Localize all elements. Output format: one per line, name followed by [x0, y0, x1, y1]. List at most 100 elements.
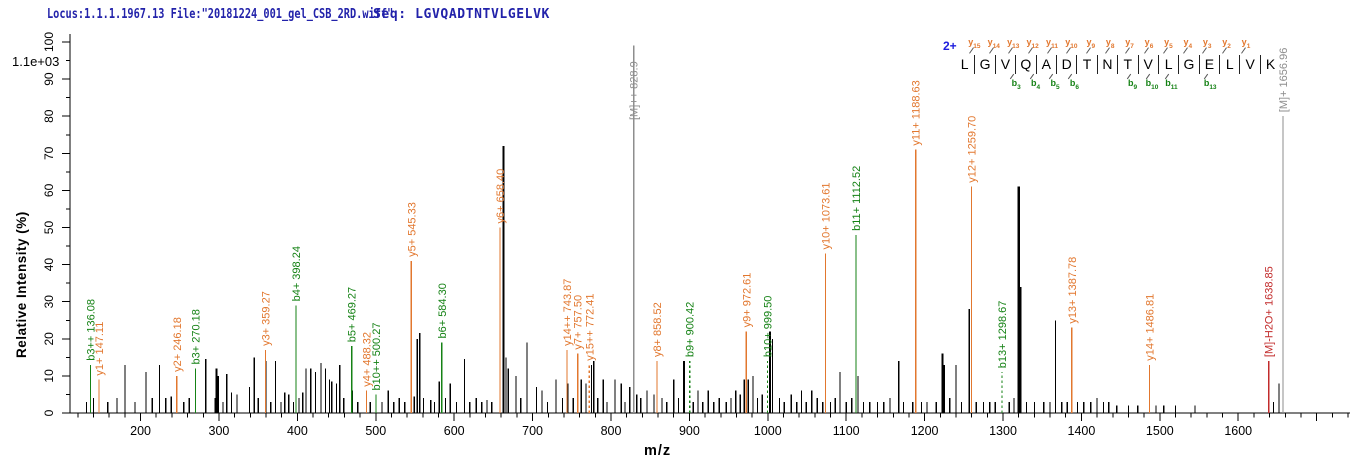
x-tick-label: 500 — [365, 424, 386, 438]
x-tick-label: 1100 — [833, 424, 860, 438]
y-ion-marker-y11: y11 — [1046, 37, 1058, 50]
ion-label-y11+: y11+ 1188.63 — [911, 80, 923, 145]
ion-label-y2+: y2+ 246.18 — [172, 317, 184, 372]
b-ion-marker-b5: b5 — [1050, 78, 1060, 91]
y-ion-marker-y6: y6 — [1144, 37, 1154, 50]
ion-label-y14+: y14+ 1486.81 — [1144, 294, 1156, 361]
b-ion-marker-b4: b4 — [1031, 78, 1041, 91]
y-ion-marker-y4: y4 — [1183, 37, 1193, 50]
ion-label-[M]+: [M]+ 1656.96 — [1278, 48, 1290, 113]
ion-label-b11+: b11+ 1112.52 — [851, 166, 863, 231]
y-tick-label: 70 — [42, 146, 56, 160]
b-ion-marker-b13: b13 — [1203, 78, 1217, 91]
ion-label-b3+: b3+ 270.18 — [191, 309, 203, 364]
x-axis-title: m/z — [644, 443, 672, 459]
x-tick-label: 1400 — [1068, 424, 1096, 438]
residue-G: G — [974, 55, 994, 74]
y-ion-marker-y7: y7 — [1125, 37, 1134, 50]
x-tick-label: 1600 — [1224, 424, 1252, 438]
y-tick-label: 60 — [42, 183, 56, 197]
ion-label-y4+: y4+ 488.32 — [362, 332, 374, 387]
x-tick-label: 700 — [522, 424, 543, 438]
ion-label-b10++: b10++ 500.27 — [371, 323, 383, 391]
x-tick-label: 800 — [601, 424, 622, 438]
residue-N: N — [1096, 55, 1117, 74]
x-tick-label: 1200 — [911, 424, 939, 438]
residue-E: E — [1198, 55, 1219, 74]
ion-label-[M]-H2O+: [M]-H2O+ 1638.85 — [1264, 266, 1276, 357]
y-tick-label: 0 — [42, 409, 56, 416]
x-tick-label: 600 — [444, 424, 465, 438]
y-ion-marker-y5: y5 — [1164, 37, 1173, 50]
precursor-charge-label: 2+ — [943, 39, 957, 53]
residue-T: T — [1076, 55, 1096, 74]
residue-L: L — [1157, 55, 1178, 74]
ion-label-y1+: y1+ 147.11 — [94, 322, 106, 376]
y-ion-marker-y8: y8 — [1105, 37, 1115, 50]
y-ion-marker-y13: y13 — [1007, 37, 1020, 50]
y-ion-marker-y14: y14 — [987, 37, 1000, 50]
unlabeled-peaks — [85, 145, 1280, 413]
sequence-text: Seq: LGVQADTNTVLGELVK — [373, 7, 550, 22]
ion-label-b13+: b13+ 1298.67 — [997, 301, 1009, 369]
residue-D: D — [1055, 55, 1076, 74]
axis-ticks — [62, 41, 1349, 421]
ion-label-y5+: y5+ 545.33 — [406, 202, 418, 257]
ion-label-b4+: b4+ 398.24 — [291, 246, 303, 301]
ion-label-y3+: y3+ 359.27 — [260, 291, 272, 346]
y-ion-marker-y9: y9 — [1086, 37, 1096, 50]
residue-V: V — [1137, 55, 1158, 74]
residue-V: V — [1239, 55, 1259, 74]
x-tick-label: 900 — [679, 424, 700, 438]
residue-Q: Q — [1015, 55, 1035, 74]
b-ion-marker-b3: b3 — [1011, 78, 1021, 91]
y-ion-marker-y2: y2 — [1222, 37, 1231, 50]
y-tick-label: 10 — [42, 369, 56, 383]
b-ion-marker-b6: b6 — [1069, 78, 1079, 91]
y-tick-label: 40 — [42, 258, 56, 272]
x-tick-label: 1500 — [1146, 424, 1174, 438]
ion-label-y15++: y15++ 772.41 — [584, 293, 596, 360]
x-tick-label: 300 — [209, 424, 230, 438]
ion-label-b9+: b9+ 900.42 — [685, 302, 697, 357]
y-ion-marker-y12: y12 — [1026, 37, 1039, 50]
ion-label-y12+: y12+ 1259.70 — [966, 116, 978, 183]
y-ion-marker-y1: y1 — [1241, 37, 1251, 50]
ion-label-y7+: y7+ 757.50 — [573, 295, 585, 350]
ion-label-y10+: y10+ 1073.61 — [821, 182, 833, 249]
y-tick-label: 30 — [42, 295, 56, 309]
tick-labels: 0 10 20 30 40 50 60 70 80 90 100 200 300 400 500 600 700… — [42, 32, 1252, 438]
ion-label-b6+: b6+ 584.30 — [437, 283, 449, 338]
residue-V: V — [994, 55, 1015, 74]
residue-L: L — [960, 56, 969, 72]
plot-area[interactable] — [70, 32, 1348, 413]
x-tick-label: 200 — [130, 424, 151, 438]
ion-label-[M]++: [M]++ 828.9 — [629, 61, 641, 120]
y-tick-label: 80 — [42, 109, 56, 123]
b-ion-marker-b11: b11 — [1165, 78, 1178, 91]
ion-label-b5+: b5+ 469.27 — [347, 287, 359, 342]
residue-A: A — [1035, 55, 1056, 74]
x-tick-label: 1300 — [989, 424, 1017, 438]
ion-label-y6+: y6+ 658.40 — [495, 169, 507, 224]
ion-label-y14++: y14++ 743.87 — [562, 279, 574, 346]
residue-T: T — [1117, 55, 1137, 74]
residue-K: K — [1259, 55, 1280, 74]
y-tick-label: 50 — [42, 221, 56, 235]
ion-label-b3++: b3++ 136.08 — [85, 299, 97, 361]
b-ion-marker-b9: b9 — [1128, 78, 1138, 91]
b-ion-marker-b10: b10 — [1145, 78, 1159, 91]
ion-label-y13+: y13+ 1387.78 — [1067, 257, 1079, 324]
ion-label-y9+: y9+ 972.61 — [741, 273, 753, 328]
ion-label-b10+: b10+ 999.50 — [762, 296, 774, 357]
x-tick-label: 400 — [287, 424, 308, 438]
residue-G: G — [1178, 55, 1198, 74]
y-ion-marker-y3: y3 — [1202, 37, 1212, 50]
y-tick-label: 20 — [42, 332, 56, 346]
y-ion-marker-y10: y10 — [1065, 37, 1078, 50]
residue-L: L — [1219, 55, 1239, 74]
